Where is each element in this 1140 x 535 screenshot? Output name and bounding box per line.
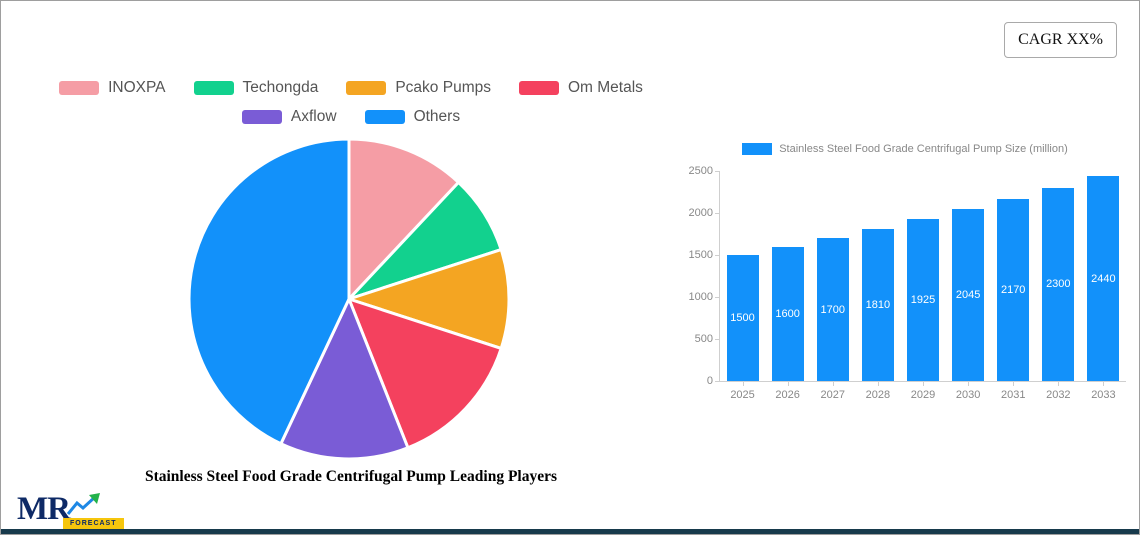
x-tick-label-2033: 2033 [1081, 382, 1126, 401]
bar-slot: 2170 [991, 171, 1036, 381]
bar-slot: 1925 [900, 171, 945, 381]
legend-swatch-inoxpa [59, 81, 100, 95]
bar-2025: 1500 [726, 255, 759, 381]
y-tick-mark [715, 339, 719, 340]
bar-2026: 1600 [771, 246, 804, 381]
bar-slot: 2045 [946, 171, 991, 381]
x-tick-label-2032: 2032 [1036, 382, 1081, 401]
legend-swatch-pcako-pumps [346, 81, 387, 95]
bar-2027: 1700 [816, 238, 849, 381]
x-tick-label-2028: 2028 [855, 382, 900, 401]
bar-slot: 1500 [720, 171, 765, 381]
pie-chart [187, 137, 511, 461]
legend-swatch-om-metals [518, 81, 559, 95]
bar-2029: 1925 [906, 219, 939, 381]
legend-item-pcako-pumps[interactable]: Pcako Pumps [346, 79, 491, 97]
bar-value-label: 1600 [775, 307, 800, 320]
x-axis-labels: 2025 2026 2027 2028 2029 2030 2031 2032 2033 [720, 382, 1126, 401]
bars: 1500 1600 1700 1810 1925 2045 2170 2300 2440 [720, 171, 1126, 381]
x-tick-label-2027: 2027 [810, 382, 855, 401]
bar-value-label: 2170 [1000, 283, 1026, 296]
y-tick-label: 500 [694, 333, 713, 345]
bar-slot: 1700 [810, 171, 855, 381]
legend-item-others[interactable]: Others [364, 108, 461, 126]
legend-label: Axflow [290, 108, 337, 125]
cagr-badge: CAGR XX% [1004, 22, 1117, 58]
legend-label: Techongda [242, 79, 319, 96]
y-tick-label: 0 [706, 375, 713, 387]
pie-slice-axflow [279, 297, 410, 461]
legend-label: Om Metals [567, 79, 643, 96]
legend-swatch-techongda [193, 81, 234, 95]
bottom-accent-bar [1, 529, 1139, 534]
bar-2031: 2170 [997, 198, 1030, 381]
bar-legend-label: Stainless Steel Food Grade Centrifugal P… [779, 143, 1068, 155]
legend-item-inoxpa[interactable]: INOXPA [59, 79, 166, 97]
bar-value-label: 2300 [1046, 278, 1071, 291]
y-tick-mark [715, 381, 719, 382]
legend-item-axflow[interactable]: Axflow [241, 108, 337, 126]
bar-chart-plot: 0 500 1000 1500 2000 2500 1500 1600 1700 1810 192… [679, 165, 1131, 411]
x-tick-label-2030: 2030 [946, 382, 991, 401]
cagr-label: CAGR XX% [1018, 31, 1103, 48]
y-tick-mark [715, 171, 719, 172]
y-tick-mark [715, 297, 719, 298]
bar-chart-section: Stainless Steel Food Grade Centrifugal P… [679, 141, 1131, 413]
pie-slice-inoxpa [347, 137, 461, 301]
pie-slice-om-metals [347, 297, 503, 450]
legend-item-techongda[interactable]: Techongda [193, 79, 319, 97]
logo-trend-arrow-icon [66, 493, 100, 515]
legend-label: INOXPA [108, 79, 166, 96]
y-tick-label: 1500 [688, 249, 713, 261]
legend-swatch-others [364, 110, 405, 124]
bar-legend-swatch [742, 143, 773, 155]
pie-chart-section: INOXPA Techongda Pcako Pumps Om Metals Axfl… [1, 1, 701, 534]
pie-slice-pcako-pumps [347, 248, 511, 350]
x-tick-label-2029: 2029 [900, 382, 945, 401]
logo-badge: FORECAST [63, 518, 124, 529]
x-tick-label-2025: 2025 [720, 382, 765, 401]
bar-slot: 2440 [1081, 171, 1126, 381]
logo-text: MR [17, 491, 71, 527]
legend-swatch-axflow [241, 110, 282, 124]
bar-value-label: 1925 [910, 294, 936, 307]
y-tick-mark [715, 213, 719, 214]
bar-value-label: 1500 [730, 312, 755, 324]
bar-value-label: 2045 [955, 289, 981, 302]
legend-label: Others [413, 108, 461, 125]
plot-area [719, 171, 1126, 382]
legend-label: Pcako Pumps [395, 79, 491, 96]
bar-slot: 1810 [855, 171, 900, 381]
legend-item-om-metals[interactable]: Om Metals [518, 79, 643, 97]
x-tick-label-2031: 2031 [991, 382, 1036, 401]
bar-2032: 2300 [1042, 187, 1075, 381]
y-tick-mark [715, 255, 719, 256]
bar-2028: 1810 [861, 229, 894, 381]
bar-value-label: 2440 [1091, 272, 1116, 285]
pie-legend-row-1: INOXPA Techongda Pcako Pumps Om Metals [1, 79, 701, 97]
y-tick-label: 2000 [688, 207, 713, 219]
mr-forecast-logo: MR FORECAST [17, 491, 137, 531]
pie-slice-others [187, 137, 351, 446]
pie-chart-title: Stainless Steel Food Grade Centrifugal P… [144, 468, 558, 485]
y-tick-label: 2500 [688, 165, 713, 177]
x-tick-label-2026: 2026 [765, 382, 810, 401]
bar-slot: 2300 [1036, 171, 1081, 381]
bar-chart-legend[interactable]: Stainless Steel Food Grade Centrifugal P… [679, 141, 1131, 157]
bar-value-label: 1810 [865, 299, 891, 311]
bar-2033: 2440 [1087, 176, 1120, 381]
bar-2030: 2045 [952, 209, 985, 381]
bar-slot: 1600 [765, 171, 810, 381]
bar-value-label: 1700 [820, 303, 845, 316]
y-tick-label: 1000 [688, 291, 713, 303]
pie-legend-row-2: Axflow Others [1, 108, 701, 126]
